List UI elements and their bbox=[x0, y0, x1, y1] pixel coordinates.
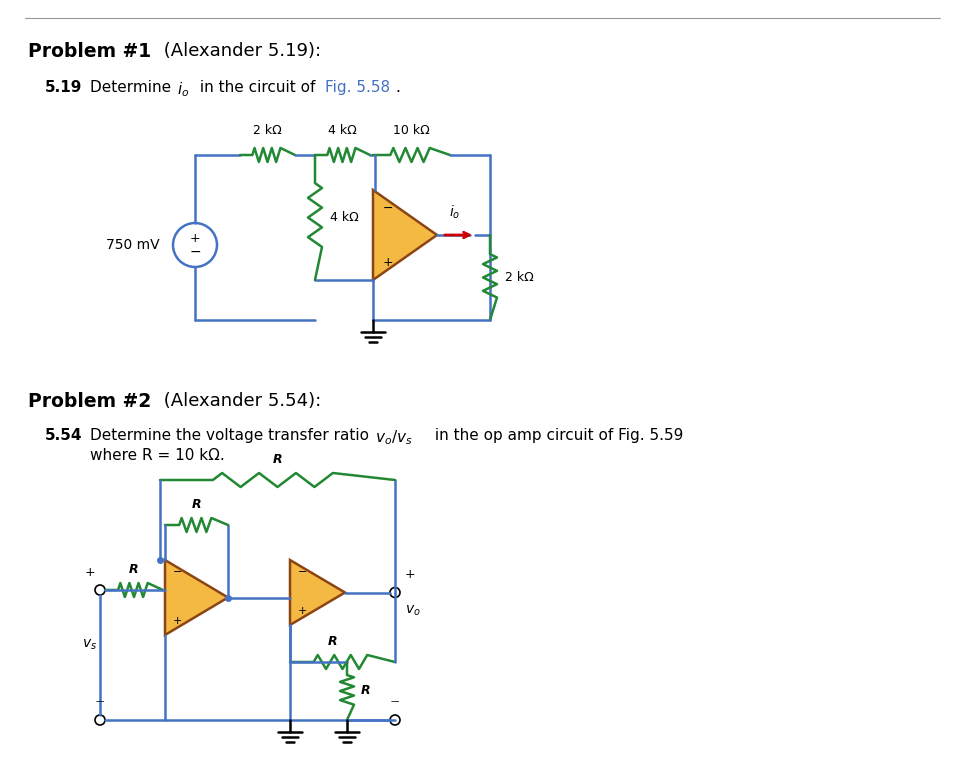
Text: R: R bbox=[361, 684, 371, 698]
Text: +: + bbox=[173, 616, 182, 626]
Text: R: R bbox=[273, 453, 283, 466]
Text: —: — bbox=[391, 697, 399, 706]
Text: $i_o$: $i_o$ bbox=[177, 80, 190, 99]
Text: in the circuit of: in the circuit of bbox=[195, 80, 320, 95]
Text: $v_o$: $v_o$ bbox=[405, 603, 421, 618]
Text: 5.54: 5.54 bbox=[45, 428, 82, 443]
Text: +: + bbox=[84, 565, 95, 578]
Text: −: − bbox=[383, 202, 394, 215]
Text: 2 kΩ: 2 kΩ bbox=[253, 124, 282, 137]
Text: (Alexander 5.19):: (Alexander 5.19): bbox=[158, 42, 321, 60]
Text: +: + bbox=[190, 233, 200, 246]
Text: +: + bbox=[298, 606, 308, 616]
Text: $i_o$: $i_o$ bbox=[449, 204, 461, 221]
Text: −: − bbox=[189, 245, 200, 259]
Polygon shape bbox=[165, 560, 228, 635]
Text: —: — bbox=[96, 697, 105, 706]
Text: 10 kΩ: 10 kΩ bbox=[393, 124, 430, 137]
Text: +: + bbox=[383, 256, 394, 269]
Text: 4 kΩ: 4 kΩ bbox=[330, 211, 359, 224]
Text: −: − bbox=[173, 567, 182, 577]
Text: Problem #2: Problem #2 bbox=[28, 392, 151, 411]
Text: 5.19: 5.19 bbox=[45, 80, 82, 95]
Text: where R = 10 kΩ.: where R = 10 kΩ. bbox=[90, 448, 225, 463]
Text: 750 mV: 750 mV bbox=[106, 238, 160, 252]
Text: $v_s$: $v_s$ bbox=[82, 638, 98, 652]
Text: Determine: Determine bbox=[90, 80, 176, 95]
Text: R: R bbox=[192, 498, 201, 511]
Text: in the op amp circuit of Fig. 5.59: in the op amp circuit of Fig. 5.59 bbox=[430, 428, 683, 443]
Text: 4 kΩ: 4 kΩ bbox=[328, 124, 357, 137]
Text: R: R bbox=[328, 635, 337, 648]
Text: Determine the voltage transfer ratio: Determine the voltage transfer ratio bbox=[90, 428, 374, 443]
Text: Problem #1: Problem #1 bbox=[28, 42, 151, 61]
Text: −: − bbox=[298, 567, 308, 577]
Text: 2 kΩ: 2 kΩ bbox=[505, 271, 533, 284]
Text: +: + bbox=[405, 568, 415, 581]
Text: Fig. 5.58: Fig. 5.58 bbox=[325, 80, 390, 95]
Text: .: . bbox=[395, 80, 400, 95]
Polygon shape bbox=[373, 190, 437, 280]
Text: $v_o/v_s$: $v_o/v_s$ bbox=[375, 428, 412, 447]
Text: (Alexander 5.54):: (Alexander 5.54): bbox=[158, 392, 321, 410]
Text: R: R bbox=[129, 563, 138, 576]
Polygon shape bbox=[290, 560, 345, 625]
